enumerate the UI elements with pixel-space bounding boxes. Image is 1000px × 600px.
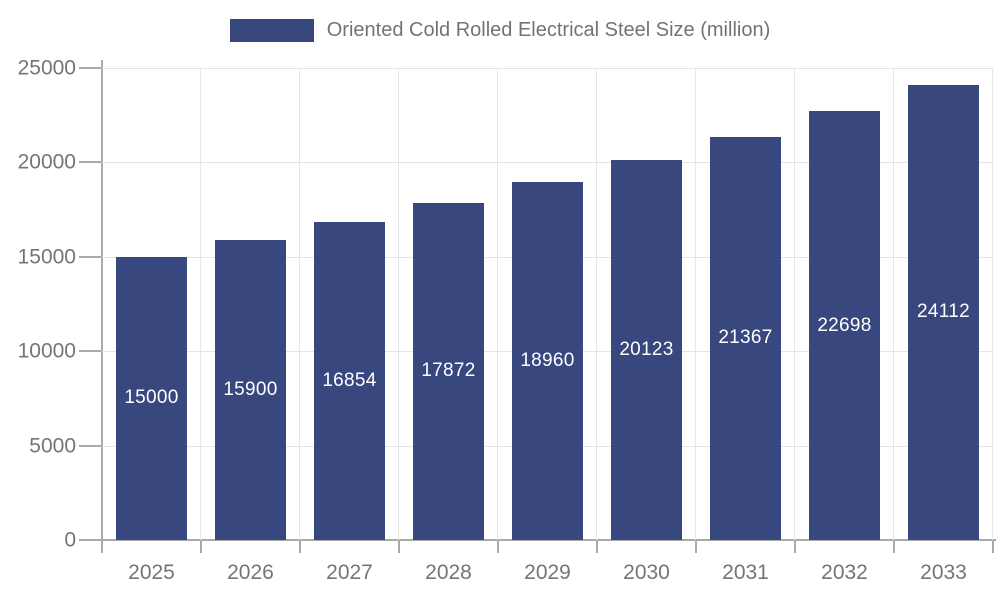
y-axis-tick — [79, 67, 102, 69]
x-axis-tick-label: 2031 — [722, 561, 769, 584]
legend-swatch — [229, 18, 314, 42]
x-axis-tick — [992, 540, 994, 553]
bar-value-label: 24112 — [917, 301, 970, 323]
x-axis-labels: 2025 2026 2027 2028 2029 2030 2031 2032 2033 — [102, 556, 993, 590]
bar-2033: 24112 — [907, 84, 980, 540]
x-axis-tick — [496, 540, 499, 553]
y-axis-labels: 0 5000 10000 15000 20000 25000 — [0, 58, 76, 551]
y-axis-line — [101, 60, 103, 553]
y-axis-tick — [79, 539, 102, 541]
bar-2028: 17872 — [412, 202, 485, 540]
bar-value-label: 15900 — [223, 378, 278, 400]
bar-2031: 21367 — [709, 136, 782, 540]
bar-value-label: 21367 — [718, 327, 773, 349]
x-axis-tick — [397, 540, 400, 553]
legend-label: Oriented Cold Rolled Electrical Steel Si… — [326, 18, 771, 41]
x-axis-tick — [892, 540, 895, 553]
x-axis-tick — [694, 540, 697, 553]
x-axis-tick — [596, 540, 598, 553]
y-axis-tick-label: 10000 — [17, 339, 76, 363]
gridline-vertical — [794, 68, 795, 540]
gridline-vertical — [596, 68, 597, 540]
bar-2026: 15900 — [214, 239, 287, 540]
gridline-vertical — [892, 68, 894, 540]
bar-value-label: 22698 — [817, 314, 872, 336]
x-axis-tick-label: 2026 — [227, 561, 274, 584]
bar-value-label: 18960 — [520, 350, 575, 372]
gridline-vertical — [199, 68, 201, 540]
bar-value-label: 16854 — [322, 369, 377, 391]
x-axis-tick-label: 2033 — [920, 561, 967, 584]
bar-2030: 20123 — [610, 160, 683, 540]
bar-2025: 15000 — [115, 256, 188, 540]
y-axis-tick — [79, 444, 102, 447]
bar-value-label: 17872 — [421, 360, 476, 382]
bar-value-label: 15000 — [124, 387, 179, 409]
gridline-horizontal — [102, 162, 993, 164]
x-axis-line — [100, 539, 996, 541]
x-axis-tick-label: 2028 — [425, 561, 472, 584]
y-axis-tick-label: 20000 — [17, 150, 76, 174]
bar-2029: 18960 — [511, 182, 584, 540]
gridline-horizontal — [102, 68, 993, 69]
y-axis-tick-label: 25000 — [17, 56, 76, 80]
bar-value-label: 20123 — [619, 339, 674, 361]
gridline-vertical — [992, 68, 993, 540]
x-axis-tick-label: 2027 — [326, 561, 373, 584]
y-axis-tick — [79, 161, 102, 164]
x-axis-tick-label: 2030 — [623, 561, 670, 584]
x-axis-tick-label: 2029 — [524, 561, 571, 584]
gridline-vertical — [694, 68, 696, 540]
y-axis-tick — [79, 255, 102, 258]
gridline-vertical — [298, 68, 300, 540]
gridline-vertical — [496, 68, 498, 540]
y-axis-tick-label: 5000 — [29, 434, 76, 458]
bar-2032: 22698 — [808, 111, 881, 540]
plot-area: 15000 15900 16854 17872 18960 20123 21367 22698… — [79, 60, 996, 553]
y-axis-tick — [79, 350, 102, 353]
x-axis-tick — [298, 540, 301, 553]
x-axis-tick-label: 2032 — [821, 561, 868, 584]
y-axis-tick-label: 0 — [64, 528, 76, 552]
x-axis-tick — [794, 540, 796, 553]
x-axis-tick — [199, 540, 202, 553]
legend[interactable]: Oriented Cold Rolled Electrical Steel Si… — [0, 17, 1000, 43]
y-axis-tick-label: 15000 — [17, 245, 76, 269]
x-axis-tick-label: 2025 — [128, 561, 175, 584]
bar-2027: 16854 — [313, 221, 386, 540]
gridline-vertical — [397, 68, 399, 540]
x-axis-tick — [101, 540, 103, 553]
